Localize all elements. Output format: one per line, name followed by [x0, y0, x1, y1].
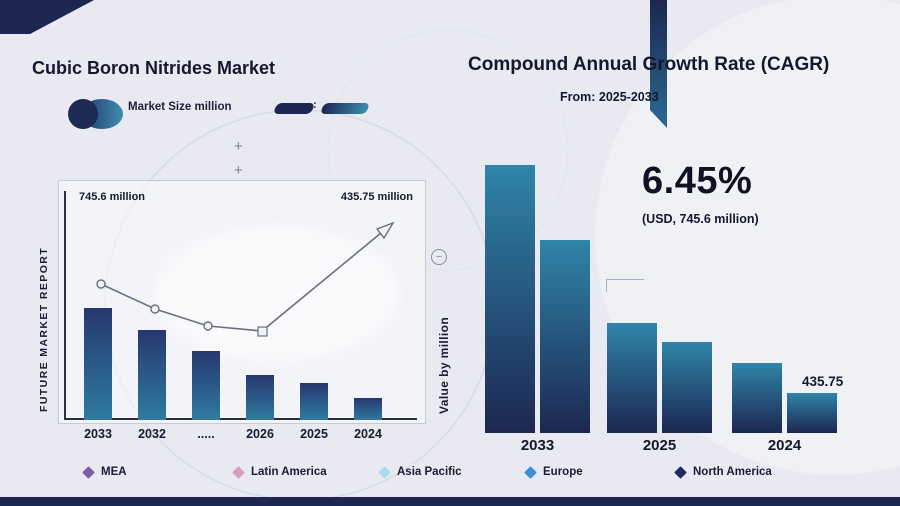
x-label: .....: [197, 427, 215, 441]
cagr-bar: [787, 393, 837, 433]
cagr-bar: [732, 363, 782, 433]
cagr-bar: [607, 323, 657, 433]
legend-item: Europe: [524, 465, 583, 479]
x-label: 2025: [642, 437, 677, 454]
left-bars: [84, 302, 384, 420]
market-size-bar: [84, 308, 112, 420]
pill-separator: :: [313, 99, 317, 111]
market-size-chart-panel: 745.6 million 435.75 million: [58, 180, 426, 424]
legend-diamond: [378, 465, 391, 479]
value-annotation-left: 745.6 million: [79, 191, 146, 203]
left-x-axis-labels: 2033 2032 ..... 2026 2025 2024: [84, 427, 384, 441]
market-size-bar: [354, 398, 382, 420]
legend-label: Asia Pacific: [397, 466, 462, 478]
cagr-bar-group: [485, 165, 590, 433]
bottom-strip: [0, 497, 900, 506]
cagr-subtitle: From: 2025-2033: [560, 90, 659, 104]
legend-label: Europe: [543, 466, 583, 478]
legend-item: North America: [674, 465, 772, 479]
panel-cloud-decor: [154, 226, 399, 361]
x-axis-line: [64, 418, 417, 420]
step-line-decor: [606, 279, 644, 292]
x-label: 2033: [84, 427, 112, 441]
page-title: Cubic Boron Nitrides Market: [32, 58, 276, 78]
decor-ring: [327, 29, 569, 271]
trend-arrow-icon: [96, 221, 395, 337]
x-label: 2026: [246, 427, 274, 441]
market-size-bar: [192, 351, 220, 420]
top-ribbon: [650, 0, 667, 128]
value-annotation-right: 435.75 million: [340, 191, 413, 203]
x-label: 2033: [520, 437, 555, 454]
value-annotation: 435.75: [802, 374, 844, 389]
cagr-bar: [662, 342, 712, 433]
cagr-bar: [540, 240, 590, 433]
x-label: 2032: [138, 427, 166, 441]
minus-circle-icon: −: [431, 249, 447, 265]
cagr-bar: [485, 165, 535, 433]
x-label: 2024: [354, 427, 382, 441]
legend-diamond: [232, 465, 245, 479]
cagr-title: Compound Annual Growth Rate (CAGR): [468, 54, 830, 75]
legend-item: Asia Pacific: [378, 465, 462, 479]
plus-icon: +: [234, 138, 243, 155]
cagr-bar-group: [607, 323, 712, 433]
legend-item: Latin America: [232, 465, 327, 479]
legend-label: MEA: [101, 466, 127, 478]
market-size-label: Market Size million: [128, 101, 232, 113]
legend-label: Latin America: [251, 466, 327, 478]
minus-glyph: −: [435, 251, 443, 263]
y-axis-line: [64, 191, 66, 420]
cagr-value: 6.45%: [642, 160, 753, 202]
market-size-bar: [300, 383, 328, 420]
market-size-bar: [246, 375, 274, 420]
watermark-side-label: FUTURE MARKET REPORT: [38, 246, 50, 412]
legend-pill-gradient: [319, 103, 371, 114]
legend-diamond: [82, 465, 95, 479]
market-size-bar: [138, 330, 166, 420]
corner-wedge: [0, 0, 94, 34]
x-label: 2025: [300, 427, 328, 441]
legend-diamond: [674, 465, 687, 479]
cylinder-icon: [68, 99, 123, 129]
legend-label: North America: [693, 466, 772, 478]
legend-diamond: [524, 465, 537, 479]
cagr-bar-group: [732, 363, 837, 433]
plus-icon: +: [234, 162, 243, 179]
cagr-caption: (USD, 745.6 million): [642, 212, 759, 226]
x-label: 2024: [767, 437, 802, 454]
legend-pill-dark: [272, 103, 316, 114]
legend-item: MEA: [82, 465, 127, 479]
right-y-axis-label: Value by million: [437, 316, 451, 414]
